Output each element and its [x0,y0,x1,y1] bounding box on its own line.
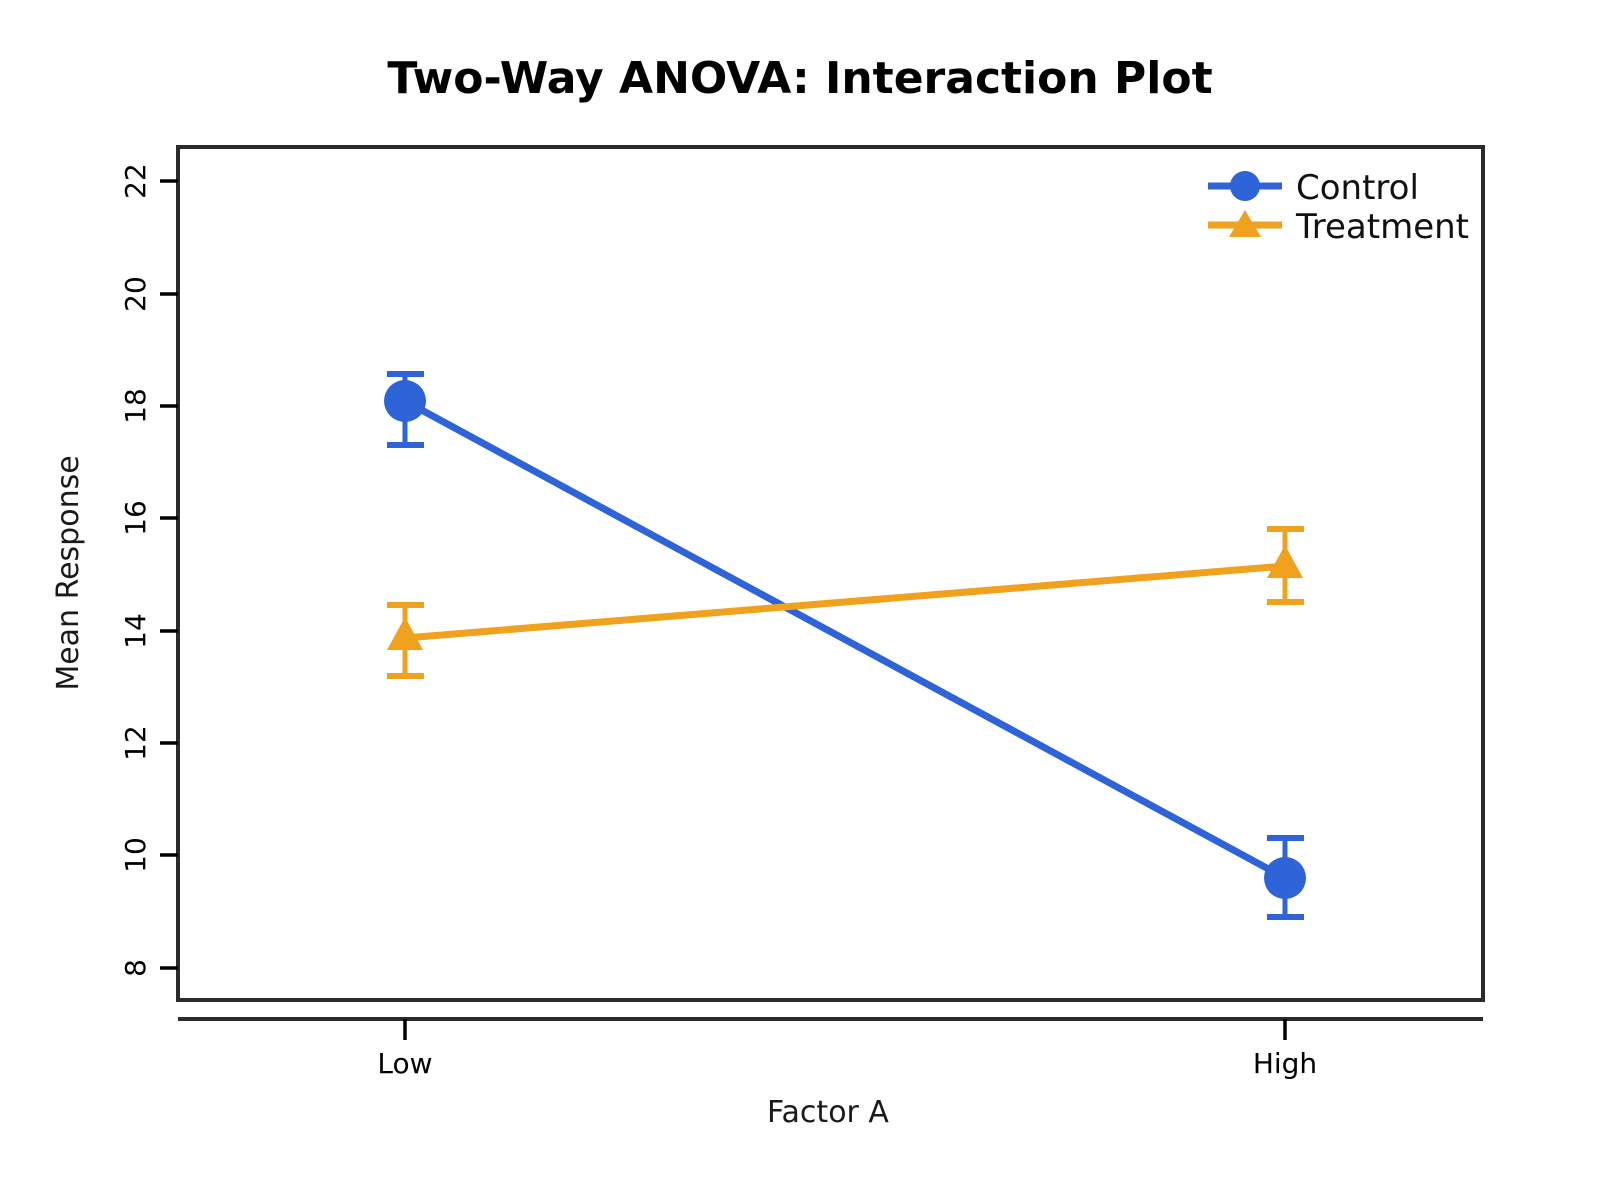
y-axis-ticks [160,179,178,970]
control-line-segment [403,397,1287,882]
legend-label-control: Control [1296,168,1419,208]
y-tick-label: 20 [119,276,152,312]
control-marker-low [384,380,426,422]
y-tick-label: 16 [119,500,152,536]
x-tick-label-high: High [1253,1047,1317,1080]
series-treatment [387,526,1304,679]
y-axis-tick-labels: 8 10 12 14 16 18 20 22 [119,163,152,977]
y-tick-label: 18 [119,388,152,424]
legend-label-treatment: Treatment [1295,207,1469,247]
treatment-line-segment [404,562,1286,642]
x-tick-label-low: Low [377,1047,432,1080]
treatment-marker-low [387,617,423,650]
y-tick-label: 12 [119,725,152,761]
series-control [384,371,1306,920]
legend-item-treatment[interactable]: Treatment [1208,207,1469,247]
y-tick-label: 8 [119,959,152,977]
treatment-marker-high [1267,545,1303,578]
y-tick-label: 14 [119,613,152,649]
legend-item-control[interactable]: Control [1208,168,1419,208]
plot-area-border [176,145,1485,1002]
legend-marker-triangle-icon [1229,210,1261,237]
legend: Control Treatment [1208,168,1469,247]
y-tick-label: 10 [119,837,152,873]
y-axis-title: Mean Response [51,455,86,690]
chart-title: Two-Way ANOVA: Interaction Plot [387,53,1212,104]
legend-marker-circle-icon [1230,171,1260,201]
x-axis-ticks [403,1019,1287,1040]
y-tick-label: 22 [119,163,152,199]
x-axis-title: Factor A [767,1095,889,1130]
control-marker-high [1264,857,1306,899]
